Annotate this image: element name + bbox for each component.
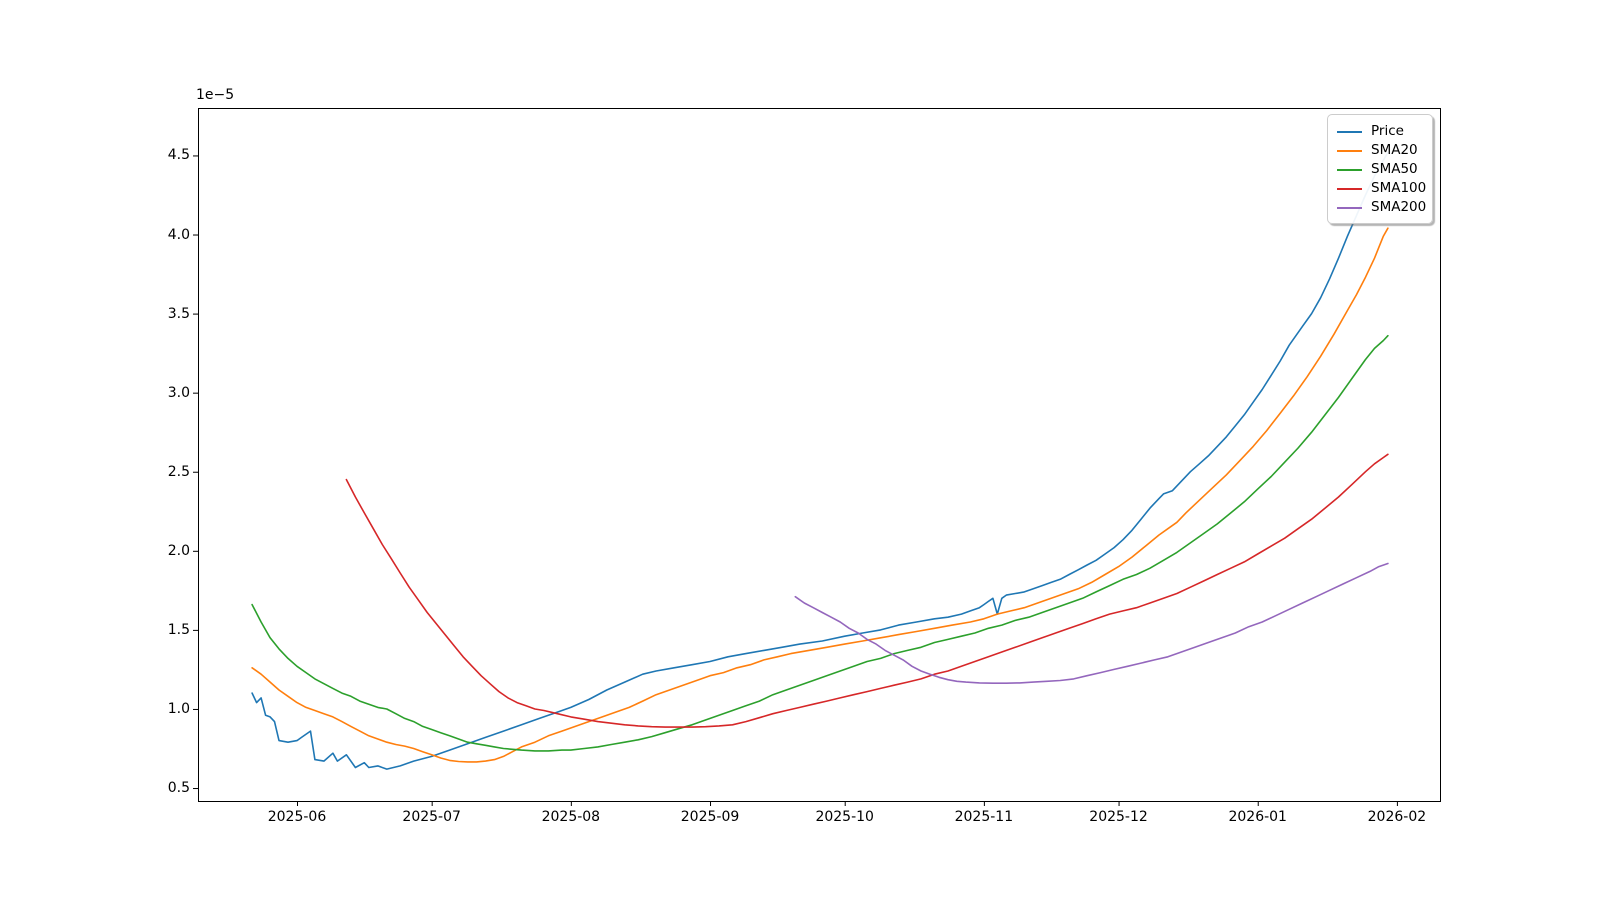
x-tick-label: 2025-09	[680, 809, 740, 825]
y-tick-label: 3.5	[167, 305, 190, 322]
x-tick-label: 2026-01	[1228, 809, 1287, 825]
x-tick-label: 2026-02	[1367, 809, 1427, 825]
x-tick-label: 2025-10	[815, 809, 874, 825]
line-swatch-icon	[1337, 168, 1362, 171]
x-tick-label: 2025-06	[267, 809, 327, 825]
y-tick-label: 1.0	[167, 700, 190, 717]
legend-label: Price	[1371, 123, 1404, 139]
line-swatch-icon	[1337, 206, 1362, 209]
legend-item-sma100: SMA100	[1337, 179, 1427, 198]
y-tick-label: 0.5	[167, 780, 190, 797]
y-tick-label: 2.5	[167, 463, 190, 480]
legend-label: SMA20	[1371, 142, 1418, 158]
line-swatch-icon	[1337, 149, 1362, 152]
x-tick-label: 2025-08	[541, 809, 601, 825]
y-tick-label: 4.0	[167, 226, 190, 243]
legend-label: SMA200	[1371, 199, 1427, 215]
series-line-price	[251, 151, 1389, 770]
series-line-sma200	[794, 562, 1389, 685]
series-line-sma20	[251, 227, 1389, 763]
x-tick-label: 2025-07	[402, 809, 461, 825]
y-tick-label: 4.5	[167, 147, 190, 164]
series-line-sma50	[251, 334, 1389, 752]
x-tick-label: 2025-11	[954, 809, 1014, 825]
legend-label: SMA100	[1371, 180, 1427, 196]
legend-label: SMA50	[1371, 161, 1418, 177]
line-swatch-icon	[1337, 187, 1362, 190]
y-tick-label: 2.0	[167, 542, 190, 559]
y-axis-offset-label: 1e−5	[196, 87, 235, 103]
y-tick-label: 1.5	[167, 621, 190, 638]
line-swatch-icon	[1337, 130, 1362, 133]
legend-item-sma200: SMA200	[1337, 198, 1427, 217]
series-line-sma100	[345, 453, 1389, 728]
x-tick-label: 2025-12	[1089, 809, 1148, 825]
y-tick-label: 3.0	[167, 384, 190, 401]
legend: Price SMA20 SMA50 SMA100 SMA200	[1327, 114, 1433, 224]
axes-spines	[198, 108, 1441, 802]
legend-item-price: Price	[1337, 122, 1424, 141]
legend-item-sma50: SMA50	[1337, 160, 1424, 179]
legend-item-sma20: SMA20	[1337, 141, 1424, 160]
